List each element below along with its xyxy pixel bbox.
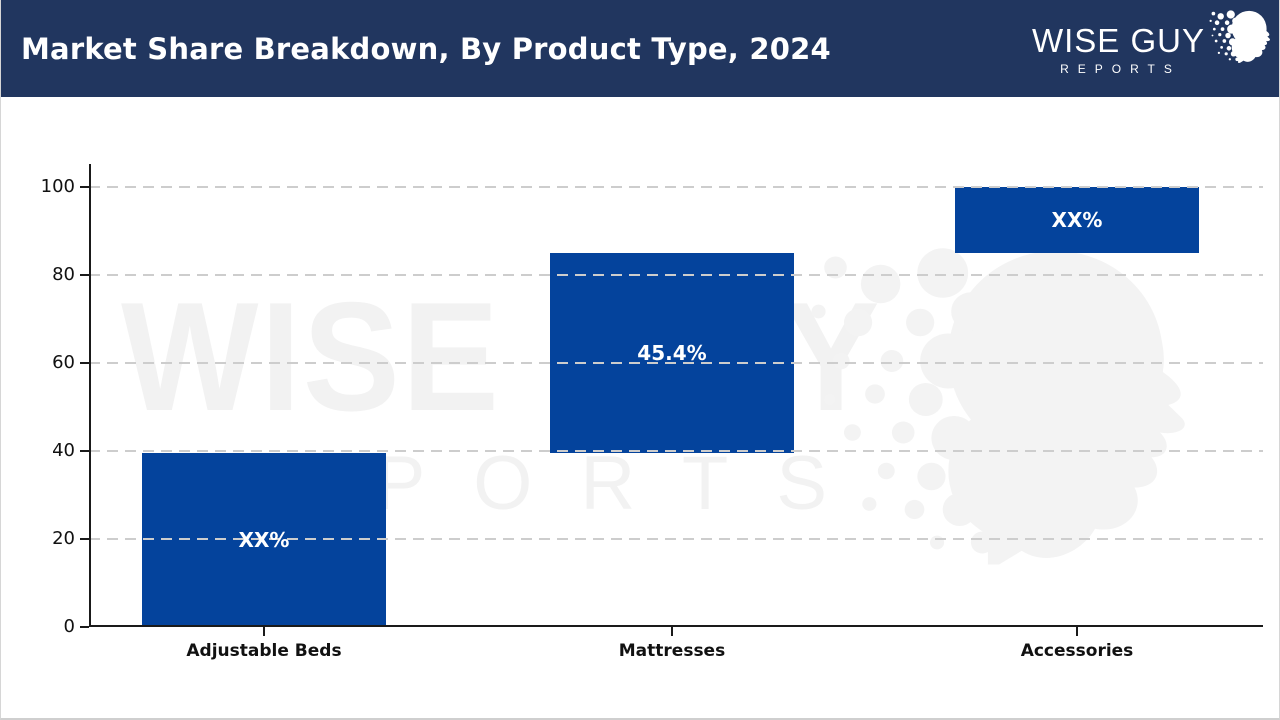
bar-value-label: 45.4%	[637, 340, 707, 365]
x-tick-mark	[1076, 627, 1078, 636]
bar-value-label: XX%	[238, 527, 290, 552]
gridline-y-80	[89, 274, 1263, 276]
y-tick-mark-40	[80, 450, 89, 452]
logo-head-profile-icon	[1207, 9, 1271, 89]
y-tick-label-20: 20	[52, 528, 75, 549]
gridline-y-100	[89, 186, 1263, 188]
page-title: Market Share Breakdown, By Product Type,…	[21, 31, 831, 66]
gridline-y-40	[89, 450, 1263, 452]
y-tick-label-0: 0	[63, 616, 75, 637]
logo-reports-label: REPORTS	[1060, 61, 1181, 76]
y-tick-mark-80	[80, 274, 89, 276]
y-axis-line	[89, 164, 91, 627]
y-tick-mark-60	[80, 362, 89, 364]
y-tick-mark-0	[80, 626, 89, 628]
x-axis-line	[89, 625, 1263, 627]
header-band: Market Share Breakdown, By Product Type,…	[1, 0, 1279, 97]
logo-wiseguy-label: WISE GUY	[1031, 21, 1205, 59]
x-tick-mark	[671, 627, 673, 636]
x-category-label-mattresses: Mattresses	[618, 641, 726, 661]
y-tick-mark-20	[80, 538, 89, 540]
bar-value-label: XX%	[1051, 208, 1103, 232]
gridline-y-20	[89, 538, 1263, 540]
x-category-label-accessories: Accessories	[1020, 641, 1134, 661]
bar-mattresses	[550, 253, 794, 453]
logo-text: WISE GUY REPORTS	[1032, 22, 1205, 76]
wise-guy-reports-logo: WISE GUY REPORTS	[1032, 9, 1271, 89]
y-tick-mark-100	[80, 186, 89, 188]
gridline-y-60	[89, 362, 1263, 364]
y-tick-label-100: 100	[40, 176, 75, 197]
x-category-label-adjustable-beds: Adjustable Beds	[186, 641, 342, 661]
y-tick-label-40: 40	[52, 440, 75, 461]
x-tick-mark	[263, 627, 265, 636]
y-tick-label-80: 80	[52, 264, 75, 285]
bar-accessories	[955, 187, 1199, 253]
y-tick-label-60: 60	[52, 352, 75, 373]
plot-area: 0 20 40 60 80 100 XX% Adjustable Beds 45.4% Mattr…	[41, 164, 1263, 661]
